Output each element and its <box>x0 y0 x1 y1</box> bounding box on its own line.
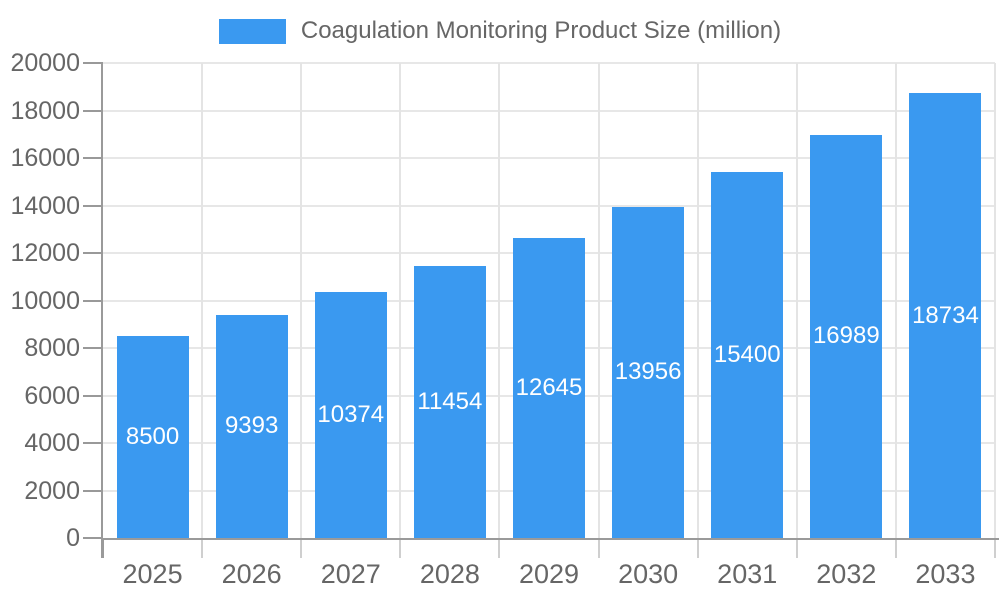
bar[interactable] <box>413 265 486 538</box>
bar[interactable] <box>116 336 189 538</box>
gridline-v <box>399 63 402 538</box>
y-axis-label: 14000 <box>10 191 80 220</box>
bar-value-label: 9393 <box>224 412 279 440</box>
bar[interactable] <box>612 206 685 538</box>
bar-value-label: 15400 <box>713 341 781 369</box>
x-axis-label: 2028 <box>419 559 480 589</box>
x-axis-label: 2033 <box>915 559 976 589</box>
x-axis-label: 2030 <box>618 559 679 589</box>
x-axis-label: 2032 <box>816 559 877 589</box>
x-axis-label: 2031 <box>717 559 778 589</box>
y-tick-mark <box>83 299 103 302</box>
x-tick-mark <box>300 538 303 558</box>
gridline-v <box>994 63 996 538</box>
gridline-v <box>597 63 600 538</box>
y-axis-line <box>101 63 103 558</box>
x-axis-line <box>103 538 999 540</box>
y-tick-mark <box>83 442 103 444</box>
bar[interactable] <box>711 172 784 538</box>
y-axis-label: 4000 <box>24 429 80 457</box>
bar-value-label: 11454 <box>417 387 483 415</box>
x-tick-mark <box>102 538 104 558</box>
bar[interactable] <box>314 291 387 538</box>
x-tick-mark <box>597 538 600 558</box>
y-axis-label: 20000 <box>10 49 80 77</box>
gridline-h <box>103 157 995 159</box>
y-axis-label: 12000 <box>10 239 80 267</box>
gridline-v <box>696 63 699 538</box>
x-tick-mark <box>399 538 402 558</box>
gridline-v <box>201 63 204 538</box>
gridline-v <box>894 63 897 538</box>
bar[interactable] <box>810 134 883 538</box>
gridline-h <box>103 204 995 207</box>
y-axis-label: 6000 <box>24 381 80 410</box>
legend-label: Coagulation Monitoring Product Size (mil… <box>300 17 782 44</box>
x-axis-label: 2025 <box>122 559 183 589</box>
x-axis-label: 2029 <box>518 559 580 589</box>
y-tick-mark <box>83 157 103 159</box>
y-axis-label: 16000 <box>10 144 80 172</box>
bar-value-label: 13956 <box>614 358 682 386</box>
y-axis-label: 10000 <box>10 286 80 315</box>
gridline-h <box>103 109 995 112</box>
x-tick-mark <box>795 538 798 558</box>
x-tick-mark <box>994 538 996 558</box>
gridline-v <box>498 63 501 538</box>
y-axis-label: 2000 <box>24 476 80 505</box>
x-tick-mark <box>498 538 501 558</box>
y-tick-mark <box>83 62 103 64</box>
bar-value-label: 18734 <box>912 301 979 329</box>
bar-value-label: 16989 <box>812 322 880 350</box>
bar[interactable] <box>215 314 288 538</box>
y-tick-mark <box>83 537 103 539</box>
bar[interactable] <box>513 237 585 538</box>
legend-swatch <box>218 18 286 44</box>
bar[interactable] <box>909 93 982 538</box>
x-tick-mark <box>696 538 699 558</box>
gridline-v <box>795 63 798 538</box>
bar-value-label: 8500 <box>125 423 180 451</box>
y-axis-label: 0 <box>66 524 80 552</box>
x-tick-mark <box>201 538 204 558</box>
bar-value-label: 10374 <box>317 400 385 428</box>
y-axis-label: 8000 <box>24 334 80 362</box>
y-tick-mark <box>83 252 103 254</box>
y-tick-mark <box>83 394 103 397</box>
y-tick-mark <box>83 489 103 492</box>
legend-item[interactable]: Coagulation Monitoring Product Size (mil… <box>0 18 1000 44</box>
y-tick-mark <box>83 204 103 207</box>
y-tick-mark <box>83 109 103 112</box>
bar-value-label: 12645 <box>515 373 583 401</box>
x-tick-mark <box>894 538 897 558</box>
gridline-h <box>103 62 995 64</box>
y-axis-label: 18000 <box>10 96 80 125</box>
y-tick-mark <box>83 347 103 349</box>
x-axis-label: 2027 <box>320 559 381 589</box>
gridline-v <box>300 63 303 538</box>
x-axis-label: 2026 <box>221 559 282 589</box>
